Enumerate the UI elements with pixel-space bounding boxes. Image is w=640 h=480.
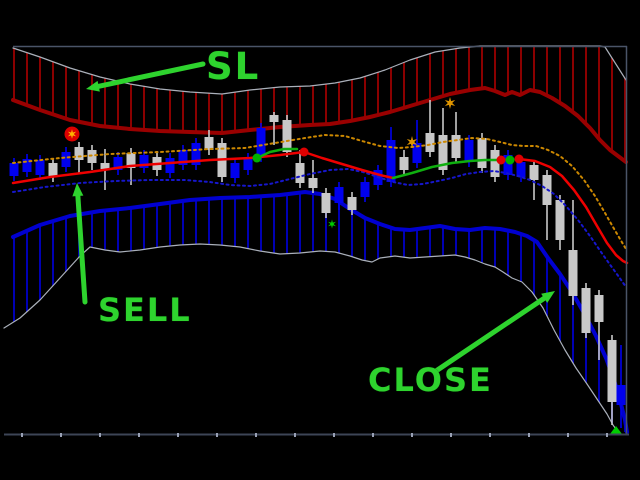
candle — [490, 145, 500, 182]
red-signal-line — [517, 157, 629, 265]
stop-loss-lower-line — [3, 243, 619, 433]
candle — [295, 150, 305, 188]
candle — [503, 150, 513, 180]
sell-arrow-head — [72, 183, 84, 197]
close-arrow-head — [541, 291, 555, 303]
sell-signal-star-icon — [67, 129, 77, 139]
candle — [87, 145, 97, 170]
candle — [191, 138, 201, 170]
stop-loss-annotation-label: SL — [206, 45, 261, 88]
candle — [22, 154, 32, 177]
candle — [243, 153, 253, 175]
close-annotation-label: CLOSE — [368, 361, 493, 399]
blue-dotted-line — [12, 168, 627, 288]
candle — [9, 158, 19, 181]
candle — [230, 158, 240, 183]
candle — [529, 160, 539, 200]
candle — [308, 160, 318, 193]
candle — [48, 158, 58, 182]
candle — [139, 150, 149, 173]
candle — [321, 188, 331, 218]
upper-band-edge — [11, 86, 628, 164]
indicator-lines — [11, 134, 629, 288]
candle — [451, 112, 461, 163]
candle — [542, 170, 552, 240]
candle — [399, 150, 409, 175]
candle — [568, 200, 578, 305]
green-dot-marker — [252, 153, 262, 163]
red-signal-line — [11, 150, 306, 185]
red-signal-line — [302, 150, 395, 180]
green-dot-marker — [505, 155, 515, 165]
candle — [555, 195, 565, 250]
band-lines — [3, 45, 629, 434]
candle — [616, 345, 626, 428]
candle — [269, 112, 279, 145]
green-signal-line — [391, 158, 499, 180]
candle — [347, 192, 357, 215]
annotation-arrows — [72, 61, 555, 374]
red-dot-marker — [299, 147, 309, 157]
orange-star-icon — [406, 136, 418, 148]
red-dot-marker — [514, 154, 524, 164]
chart-frame — [4, 45, 629, 437]
candle — [204, 130, 214, 155]
sl-arrow-head — [86, 80, 100, 92]
candle — [425, 100, 435, 157]
upper-band-hatch — [13, 47, 626, 162]
candle — [113, 152, 123, 175]
close-triangle-icon — [610, 426, 622, 434]
sell-arrow-shaft — [75, 193, 88, 305]
red-dot-marker — [496, 155, 506, 165]
green-asterisk-icon — [328, 219, 336, 229]
orange-star-icon — [444, 97, 456, 109]
candle — [74, 142, 84, 173]
candle — [165, 153, 175, 178]
candle — [607, 335, 617, 425]
candle — [360, 177, 370, 202]
candle — [61, 147, 71, 172]
candle — [581, 283, 591, 338]
candle — [282, 115, 292, 157]
close-arrow-shaft — [433, 295, 547, 374]
sl-arrow-shaft — [96, 61, 206, 89]
candle — [412, 120, 422, 168]
green-signal-line — [255, 147, 299, 160]
candle — [35, 155, 45, 180]
orange-dotted-line — [12, 134, 627, 250]
markers — [64, 97, 622, 434]
candle — [334, 182, 344, 210]
candle — [594, 290, 604, 360]
sell-annotation-label: SELL — [98, 291, 192, 329]
candle — [178, 145, 188, 170]
